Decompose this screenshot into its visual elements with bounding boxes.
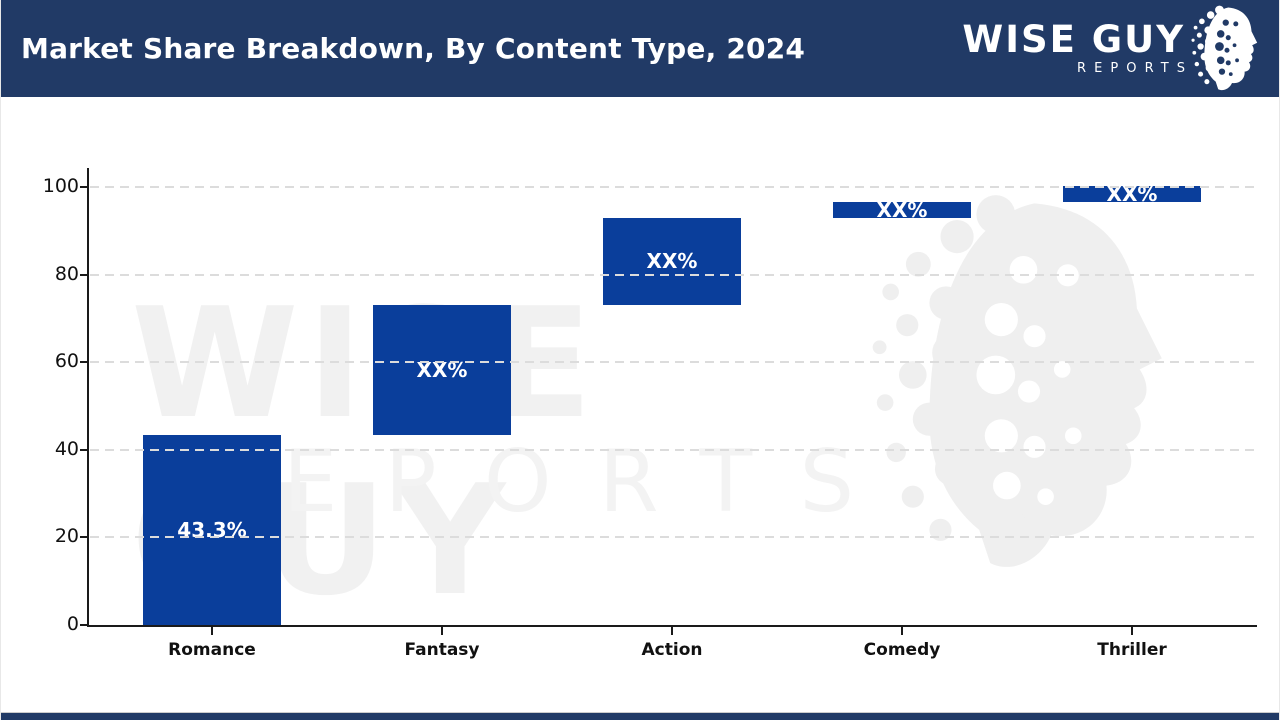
y-tick-mark xyxy=(80,273,88,276)
bar-fantasy: XX% xyxy=(373,305,511,436)
gridline-100 xyxy=(90,186,1257,188)
bar-value-label: XX% xyxy=(1106,185,1158,203)
x-category-label: Romance xyxy=(168,640,256,660)
y-tick-label: 20 xyxy=(54,525,79,548)
logo-text-reports: REPORTS xyxy=(1077,61,1194,76)
x-tick-mark xyxy=(441,627,443,635)
watermark-head-icon xyxy=(872,195,1162,567)
bar-action: XX% xyxy=(603,217,741,306)
y-tick-mark xyxy=(80,536,88,539)
x-tick-mark xyxy=(1131,627,1133,635)
bar-comedy: XX% xyxy=(833,202,971,218)
y-axis-line xyxy=(87,168,89,627)
gridline-60 xyxy=(90,361,1257,364)
x-category-label: Fantasy xyxy=(404,640,480,660)
bar-romance: 43.3% xyxy=(143,435,281,625)
x-category-label: Comedy xyxy=(863,640,941,660)
header-bar: Market Share Breakdown, By Content Type,… xyxy=(1,0,1279,97)
y-tick-label: 80 xyxy=(54,262,79,285)
wise-guy-logo: WISE GUY REPORTS xyxy=(962,5,1279,93)
gridline-20 xyxy=(90,536,1257,539)
x-tick-mark xyxy=(671,627,673,635)
x-axis-line xyxy=(87,625,1257,627)
chart-title: Market Share Breakdown, By Content Type,… xyxy=(21,32,806,65)
x-category-label: Thriller xyxy=(1097,640,1167,660)
x-tick-mark xyxy=(211,627,213,635)
x-tick-mark xyxy=(901,627,903,635)
y-tick-mark xyxy=(80,448,88,451)
gridline-80 xyxy=(90,273,1257,276)
logo-head-icon xyxy=(1191,5,1258,90)
bar-value-label: 43.3% xyxy=(177,518,247,543)
x-category-label: Action xyxy=(641,640,703,660)
watermark-reports: REPORTS xyxy=(176,432,902,532)
logo-text-wiseguy: WISE GUY xyxy=(962,18,1185,61)
logo-wordmark: WISE GUY REPORTS xyxy=(962,21,1185,76)
y-tick-label: 0 xyxy=(66,613,79,635)
y-tick-label: 100 xyxy=(42,175,79,197)
y-tick-mark xyxy=(80,624,88,626)
bar-value-label: XX% xyxy=(876,202,928,218)
y-tick-mark xyxy=(80,186,88,188)
bar-value-label: XX% xyxy=(646,249,698,274)
y-tick-label: 60 xyxy=(54,350,79,373)
y-tick-mark xyxy=(80,361,88,364)
footer-bar xyxy=(1,712,1279,720)
gridline-40 xyxy=(90,448,1257,451)
y-tick-label: 40 xyxy=(54,437,79,460)
bar-thriller: XX% xyxy=(1063,185,1201,203)
